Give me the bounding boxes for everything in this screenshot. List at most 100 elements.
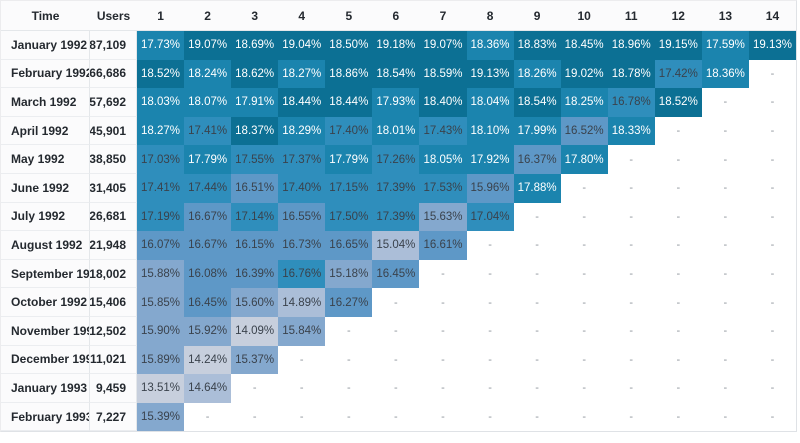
retention-cell[interactable]: 16.55% <box>278 202 326 232</box>
retention-cell[interactable]: 18.44% <box>325 88 373 117</box>
retention-cell[interactable]: 19.15% <box>654 31 702 60</box>
retention-cell[interactable]: 17.93% <box>372 88 420 117</box>
retention-cell[interactable]: 18.40% <box>419 88 467 117</box>
retention-cell[interactable]: 16.73% <box>278 231 326 260</box>
retention-cell[interactable]: 18.04% <box>466 88 514 117</box>
retention-cell[interactable]: 14.24% <box>184 345 232 375</box>
retention-cell[interactable]: 18.25% <box>560 88 608 117</box>
retention-cell[interactable]: 19.18% <box>372 31 420 60</box>
retention-cell[interactable]: 15.84% <box>278 316 326 346</box>
retention-cell[interactable]: 16.08% <box>184 259 232 289</box>
retention-cell[interactable]: 18.27% <box>278 59 326 89</box>
retention-cell[interactable]: 17.91% <box>231 88 279 117</box>
retention-cell[interactable]: 14.89% <box>278 288 326 317</box>
retention-cell[interactable]: 15.96% <box>466 173 514 203</box>
retention-cell[interactable]: 18.52% <box>137 59 185 89</box>
retention-cell[interactable]: 17.40% <box>325 116 373 146</box>
retention-cell[interactable]: 18.96% <box>607 31 655 60</box>
retention-cell[interactable]: 17.42% <box>654 59 702 89</box>
retention-cell[interactable]: 16.45% <box>184 288 232 317</box>
retention-cell[interactable]: 16.76% <box>278 259 326 289</box>
retention-cell[interactable]: 15.92% <box>184 316 232 346</box>
retention-cell[interactable]: 17.14% <box>231 202 279 232</box>
retention-cell[interactable]: 18.62% <box>231 59 279 89</box>
retention-cell[interactable]: 15.63% <box>419 202 467 232</box>
retention-cell[interactable]: 16.51% <box>231 173 279 203</box>
retention-cell[interactable]: 16.65% <box>325 231 373 260</box>
retention-cell[interactable]: 16.52% <box>560 116 608 146</box>
retention-cell[interactable]: 17.92% <box>466 145 514 174</box>
retention-cell[interactable]: 17.39% <box>372 173 420 203</box>
retention-cell[interactable]: 17.53% <box>419 173 467 203</box>
retention-cell[interactable]: 18.24% <box>184 59 232 89</box>
retention-cell[interactable]: 16.27% <box>325 288 373 317</box>
retention-cell[interactable]: 18.45% <box>560 31 608 60</box>
retention-cell[interactable]: 18.27% <box>137 116 185 146</box>
retention-cell[interactable]: 15.37% <box>231 345 279 375</box>
retention-cell[interactable]: 18.29% <box>278 116 326 146</box>
retention-cell[interactable]: 19.13% <box>748 31 796 60</box>
retention-cell[interactable]: 18.54% <box>513 88 561 117</box>
retention-cell[interactable]: 17.43% <box>419 116 467 146</box>
retention-cell[interactable]: 18.37% <box>231 116 279 146</box>
retention-cell[interactable]: 17.41% <box>137 173 185 203</box>
retention-cell[interactable]: 19.13% <box>466 59 514 89</box>
retention-cell[interactable]: 15.89% <box>137 345 185 375</box>
retention-cell[interactable]: 17.44% <box>184 173 232 203</box>
retention-cell[interactable]: 17.99% <box>513 116 561 146</box>
retention-cell[interactable]: 17.73% <box>137 31 185 60</box>
retention-cell[interactable]: 18.83% <box>513 31 561 60</box>
retention-cell[interactable]: 17.79% <box>325 145 373 174</box>
retention-cell[interactable]: 17.37% <box>278 145 326 174</box>
retention-cell[interactable]: 16.61% <box>419 231 467 260</box>
retention-cell[interactable]: 15.39% <box>137 402 185 432</box>
retention-cell[interactable]: 18.10% <box>466 116 514 146</box>
retention-cell[interactable]: 15.18% <box>325 259 373 289</box>
retention-cell[interactable]: 19.02% <box>560 59 608 89</box>
retention-cell[interactable]: 17.03% <box>137 145 185 174</box>
retention-cell[interactable]: 15.04% <box>372 231 420 260</box>
retention-cell[interactable]: 13.51% <box>137 374 185 403</box>
retention-cell[interactable]: 18.69% <box>231 31 279 60</box>
retention-cell[interactable]: 17.39% <box>372 202 420 232</box>
retention-cell[interactable]: 18.36% <box>701 59 749 89</box>
retention-cell[interactable]: 17.41% <box>184 116 232 146</box>
retention-cell[interactable]: 16.39% <box>231 259 279 289</box>
retention-cell[interactable]: 16.67% <box>184 202 232 232</box>
retention-cell[interactable]: 17.15% <box>325 173 373 203</box>
retention-cell[interactable]: 17.26% <box>372 145 420 174</box>
retention-cell[interactable]: 19.07% <box>419 31 467 60</box>
retention-cell[interactable]: 18.54% <box>372 59 420 89</box>
retention-cell[interactable]: 18.86% <box>325 59 373 89</box>
retention-cell[interactable]: 18.36% <box>466 31 514 60</box>
retention-cell[interactable]: 16.45% <box>372 259 420 289</box>
retention-cell[interactable]: 18.78% <box>607 59 655 89</box>
retention-cell[interactable]: 18.26% <box>513 59 561 89</box>
retention-cell[interactable]: 14.64% <box>184 374 232 403</box>
retention-cell[interactable]: 19.07% <box>184 31 232 60</box>
retention-cell[interactable]: 16.78% <box>607 88 655 117</box>
retention-cell[interactable]: 15.88% <box>137 259 185 289</box>
retention-cell[interactable]: 17.55% <box>231 145 279 174</box>
retention-cell[interactable]: 15.90% <box>137 316 185 346</box>
retention-cell[interactable]: 15.60% <box>231 288 279 317</box>
retention-cell[interactable]: 16.15% <box>231 231 279 260</box>
retention-cell[interactable]: 17.88% <box>513 173 561 203</box>
retention-cell[interactable]: 16.37% <box>513 145 561 174</box>
retention-cell[interactable]: 17.50% <box>325 202 373 232</box>
retention-cell[interactable]: 17.04% <box>466 202 514 232</box>
retention-cell[interactable]: 17.79% <box>184 145 232 174</box>
retention-cell[interactable]: 18.52% <box>654 88 702 117</box>
retention-cell[interactable]: 18.50% <box>325 31 373 60</box>
retention-cell[interactable]: 17.80% <box>560 145 608 174</box>
retention-cell[interactable]: 17.59% <box>701 31 749 60</box>
retention-cell[interactable]: 18.03% <box>137 88 185 117</box>
retention-cell[interactable]: 16.07% <box>137 231 185 260</box>
retention-cell[interactable]: 17.40% <box>278 173 326 203</box>
retention-cell[interactable]: 18.44% <box>278 88 326 117</box>
retention-cell[interactable]: 18.01% <box>372 116 420 146</box>
retention-cell[interactable]: 18.05% <box>419 145 467 174</box>
retention-cell[interactable]: 18.33% <box>607 116 655 146</box>
retention-cell[interactable]: 18.59% <box>419 59 467 89</box>
retention-cell[interactable]: 17.19% <box>137 202 185 232</box>
